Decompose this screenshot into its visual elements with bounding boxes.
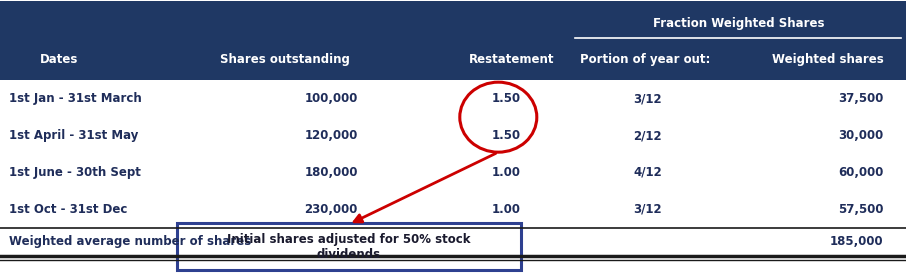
Text: 1st April - 31st May: 1st April - 31st May [9, 129, 139, 142]
Text: Portion of year out:: Portion of year out: [580, 53, 710, 66]
Text: Shares outstanding: Shares outstanding [220, 53, 351, 66]
Bar [0, 117, 906, 154]
Text: 1.00: 1.00 [492, 203, 521, 216]
Bar [0, 191, 906, 228]
Text: 57,500: 57,500 [838, 203, 883, 216]
Text: 1st June - 30th Sept: 1st June - 30th Sept [9, 166, 141, 179]
Bar [0, 1, 906, 80]
Bar [0, 80, 906, 117]
Text: 30,000: 30,000 [838, 129, 883, 142]
Text: Fraction Weighted Shares: Fraction Weighted Shares [652, 17, 824, 30]
Text: 2/12: 2/12 [633, 129, 662, 142]
Text: 4/12: 4/12 [633, 166, 662, 179]
Text: 1st Jan - 31st March: 1st Jan - 31st March [9, 92, 142, 105]
Text: 185,000: 185,000 [830, 235, 883, 248]
Text: Weighted average number of shares: Weighted average number of shares [9, 235, 251, 248]
Text: 180,000: 180,000 [304, 166, 358, 179]
Text: 100,000: 100,000 [304, 92, 358, 105]
Text: 1.00: 1.00 [492, 166, 521, 179]
Text: 230,000: 230,000 [304, 203, 358, 216]
Text: 37,500: 37,500 [838, 92, 883, 105]
Text: 3/12: 3/12 [633, 92, 662, 105]
Text: Weighted shares: Weighted shares [772, 53, 883, 66]
Text: 1.50: 1.50 [492, 129, 521, 142]
Text: 1.50: 1.50 [492, 92, 521, 105]
FancyBboxPatch shape [177, 223, 521, 270]
Text: 3/12: 3/12 [633, 203, 662, 216]
Bar [0, 154, 906, 191]
Text: Restatement: Restatement [469, 53, 554, 66]
Text: 1st Oct - 31st Dec: 1st Oct - 31st Dec [9, 203, 128, 216]
Text: 120,000: 120,000 [304, 129, 358, 142]
Text: Dates: Dates [40, 53, 78, 66]
Text: 60,000: 60,000 [838, 166, 883, 179]
Text: Initial shares adjusted for 50% stock
dividends: Initial shares adjusted for 50% stock di… [227, 232, 470, 261]
Bar [0, 228, 906, 256]
